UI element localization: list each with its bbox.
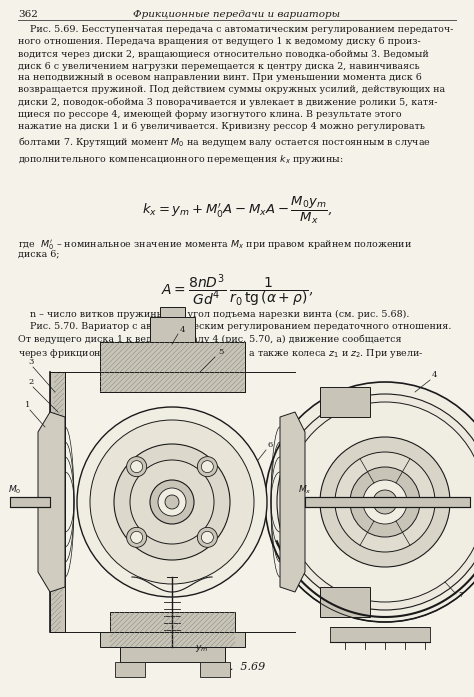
Text: $y_m$: $y_m$ <box>195 643 209 654</box>
Polygon shape <box>115 662 145 677</box>
Polygon shape <box>200 662 230 677</box>
Circle shape <box>90 420 254 584</box>
Polygon shape <box>10 497 50 507</box>
Polygon shape <box>320 387 370 417</box>
Circle shape <box>165 495 179 509</box>
Polygon shape <box>280 412 305 592</box>
Text: 5: 5 <box>218 348 223 356</box>
Circle shape <box>130 460 214 544</box>
Text: 3: 3 <box>28 358 33 366</box>
Circle shape <box>114 444 230 560</box>
Polygon shape <box>280 422 295 582</box>
Polygon shape <box>305 497 470 507</box>
Text: $M_0$: $M_0$ <box>8 483 21 496</box>
Polygon shape <box>160 307 185 317</box>
Text: Фрикционные передачи и вариаторы: Фрикционные передачи и вариаторы <box>134 10 340 19</box>
Circle shape <box>150 480 194 524</box>
Circle shape <box>363 480 407 524</box>
Circle shape <box>127 528 146 547</box>
Polygon shape <box>320 587 370 617</box>
Circle shape <box>335 452 435 552</box>
Text: где  $M_0^{\prime}$ – номинальное значение момента $M_x$ при правом крайнем поло: где $M_0^{\prime}$ – номинальное значени… <box>18 238 412 252</box>
Circle shape <box>77 407 267 597</box>
Text: $A = \dfrac{8nD^3}{Gd^4}\;\dfrac{1}{r_0\,\mathrm{tg}\,(\alpha + \rho)}$,: $A = \dfrac{8nD^3}{Gd^4}\;\dfrac{1}{r_0\… <box>161 272 313 309</box>
Text: Рис. 5.69. Бесступенчатая передача с автоматическим регулированием передаточ-
но: Рис. 5.69. Бесступенчатая передача с авт… <box>18 25 453 166</box>
Circle shape <box>131 531 143 544</box>
Polygon shape <box>100 342 245 392</box>
Polygon shape <box>100 632 245 647</box>
Circle shape <box>127 457 146 477</box>
Circle shape <box>197 457 218 477</box>
Text: 1: 1 <box>25 401 30 409</box>
Polygon shape <box>120 647 225 662</box>
Text: $k_x = y_m + M_0^{\prime}A - M_xA - \dfrac{M_0 y_m}{M_x}$,: $k_x = y_m + M_0^{\prime}A - M_xA - \dfr… <box>142 195 332 227</box>
Text: 4: 4 <box>180 326 185 334</box>
Text: n – число витков пружины, α – угол подъема нарезки винта (см. рис. 5.68).
    Ри: n – число витков пружины, α – угол подъе… <box>18 310 451 360</box>
Text: $M_x$: $M_x$ <box>298 483 311 496</box>
Text: диска 6;: диска 6; <box>18 249 60 258</box>
Circle shape <box>158 488 186 516</box>
Text: Рис.  5.69: Рис. 5.69 <box>209 662 265 672</box>
Circle shape <box>201 531 213 544</box>
Polygon shape <box>38 412 65 592</box>
Circle shape <box>277 394 474 610</box>
Circle shape <box>265 382 474 622</box>
Polygon shape <box>330 627 430 642</box>
Circle shape <box>350 467 420 537</box>
Text: 2: 2 <box>28 378 33 386</box>
Text: 6: 6 <box>268 441 273 449</box>
Text: 4: 4 <box>432 371 438 379</box>
Text: 362: 362 <box>18 10 38 19</box>
Circle shape <box>320 437 450 567</box>
Circle shape <box>285 402 474 602</box>
Circle shape <box>131 461 143 473</box>
Circle shape <box>373 490 397 514</box>
Circle shape <box>197 528 218 547</box>
Text: 7: 7 <box>458 591 464 599</box>
Polygon shape <box>110 612 235 632</box>
Polygon shape <box>50 372 65 632</box>
Polygon shape <box>150 317 195 342</box>
Circle shape <box>201 461 213 473</box>
